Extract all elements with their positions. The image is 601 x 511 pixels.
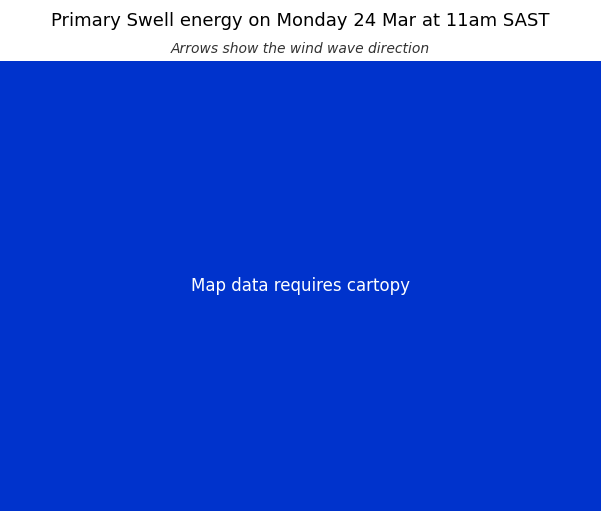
Text: Arrows show the wind wave direction: Arrows show the wind wave direction [171,42,430,56]
Text: Primary Swell energy on Monday 24 Mar at 11am SAST: Primary Swell energy on Monday 24 Mar at… [51,12,550,31]
Text: Map data requires cartopy: Map data requires cartopy [191,277,410,295]
